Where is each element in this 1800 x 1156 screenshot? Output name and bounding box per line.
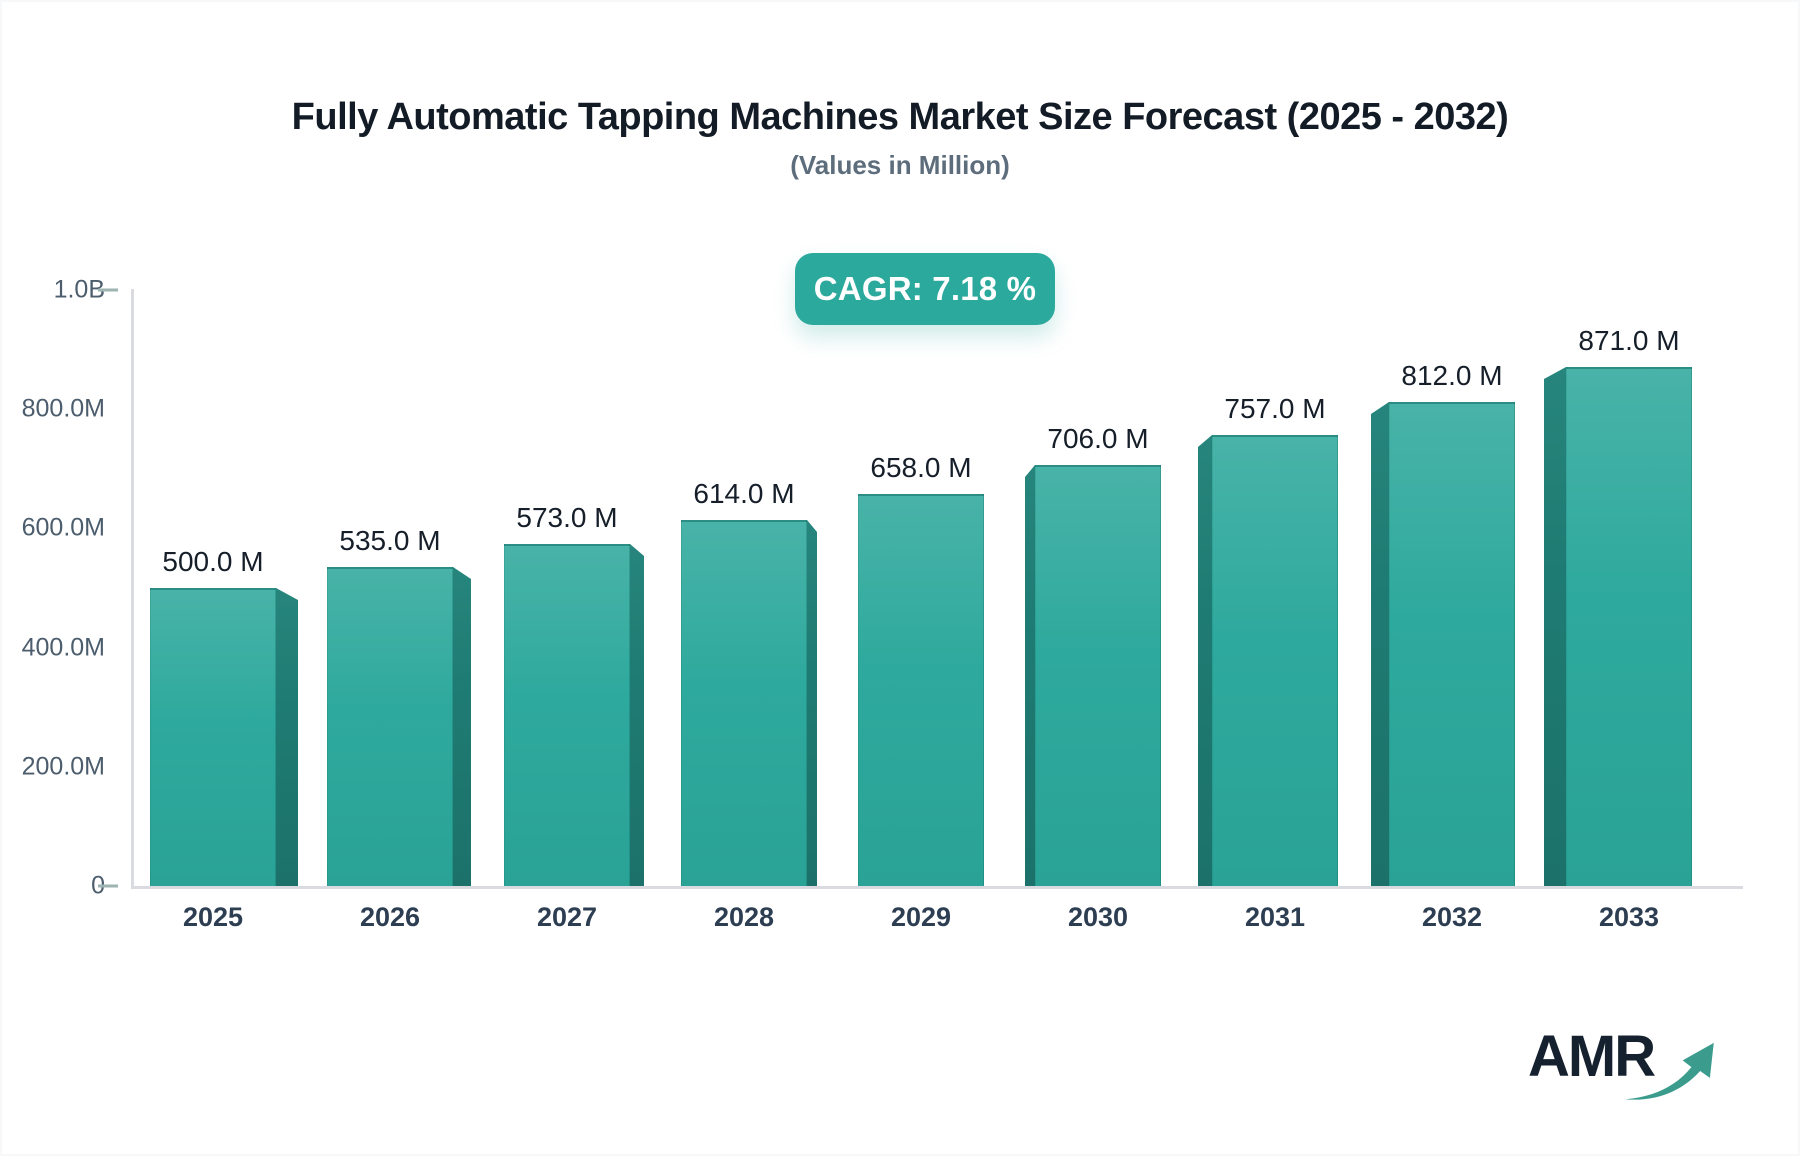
y-axis-label: 1.0B (53, 275, 105, 304)
bar-side (1025, 465, 1035, 886)
cagr-badge: CAGR: 7.18 % (795, 253, 1055, 325)
bar (1035, 465, 1161, 886)
bar (1389, 402, 1515, 886)
x-axis-label: 2033 (1598, 902, 1660, 932)
bar-side (276, 588, 298, 886)
bar (150, 588, 276, 886)
amr-logo: AMR (1528, 1028, 1728, 1118)
x-axis-label: 2025 (182, 902, 244, 932)
y-axis-label: 400.0M (21, 633, 105, 662)
y-axis-label: 800.0M (21, 394, 105, 423)
x-axis-label: 2026 (359, 902, 421, 932)
bar (1566, 367, 1692, 886)
bar-value-label: 658.0 M (870, 452, 972, 483)
y-axis-line (131, 289, 134, 889)
bar-side (453, 567, 471, 886)
bar (858, 494, 984, 886)
growth-arrow-icon (1625, 1042, 1714, 1100)
page-title: Fully Automatic Tapping Machines Market … (291, 96, 1509, 138)
y-axis-label: 200.0M (21, 752, 105, 781)
x-axis-label: 2031 (1244, 902, 1306, 932)
page-subtitle: (Values in Million) (790, 150, 1010, 180)
y-axis-label: 600.0M (21, 513, 105, 542)
x-axis-label: 2027 (536, 902, 598, 932)
bar (681, 520, 807, 886)
x-axis-label: 2032 (1421, 902, 1483, 932)
bar-side (1544, 367, 1566, 886)
bar-side (1198, 435, 1212, 886)
bar-side (807, 520, 817, 886)
bar-value-label: 573.0 M (516, 502, 618, 533)
bar-side (1371, 402, 1389, 886)
bar-value-label: 757.0 M (1224, 393, 1326, 424)
amr-logo-text: AMR (1528, 1024, 1656, 1089)
bar-value-label: 500.0 M (162, 546, 264, 577)
bar (1212, 435, 1338, 886)
x-axis-label: 2030 (1067, 902, 1129, 932)
bar (327, 567, 453, 886)
x-axis-line (131, 886, 1743, 889)
x-axis-label: 2029 (890, 902, 952, 932)
bar-value-label: 614.0 M (693, 478, 795, 509)
bar-value-label: 535.0 M (339, 525, 441, 556)
bar-value-label: 871.0 M (1578, 325, 1680, 356)
cagr-badge-label: CAGR: 7.18 % (813, 270, 1037, 307)
bar-value-label: 812.0 M (1401, 360, 1503, 391)
y-axis-tick (98, 288, 118, 292)
x-axis-label: 2028 (713, 902, 775, 932)
bar-side (630, 544, 644, 886)
bar-value-label: 706.0 M (1047, 423, 1149, 454)
y-axis-label: 0 (0, 872, 105, 901)
y-axis-tick (98, 884, 118, 888)
bar (504, 544, 630, 886)
